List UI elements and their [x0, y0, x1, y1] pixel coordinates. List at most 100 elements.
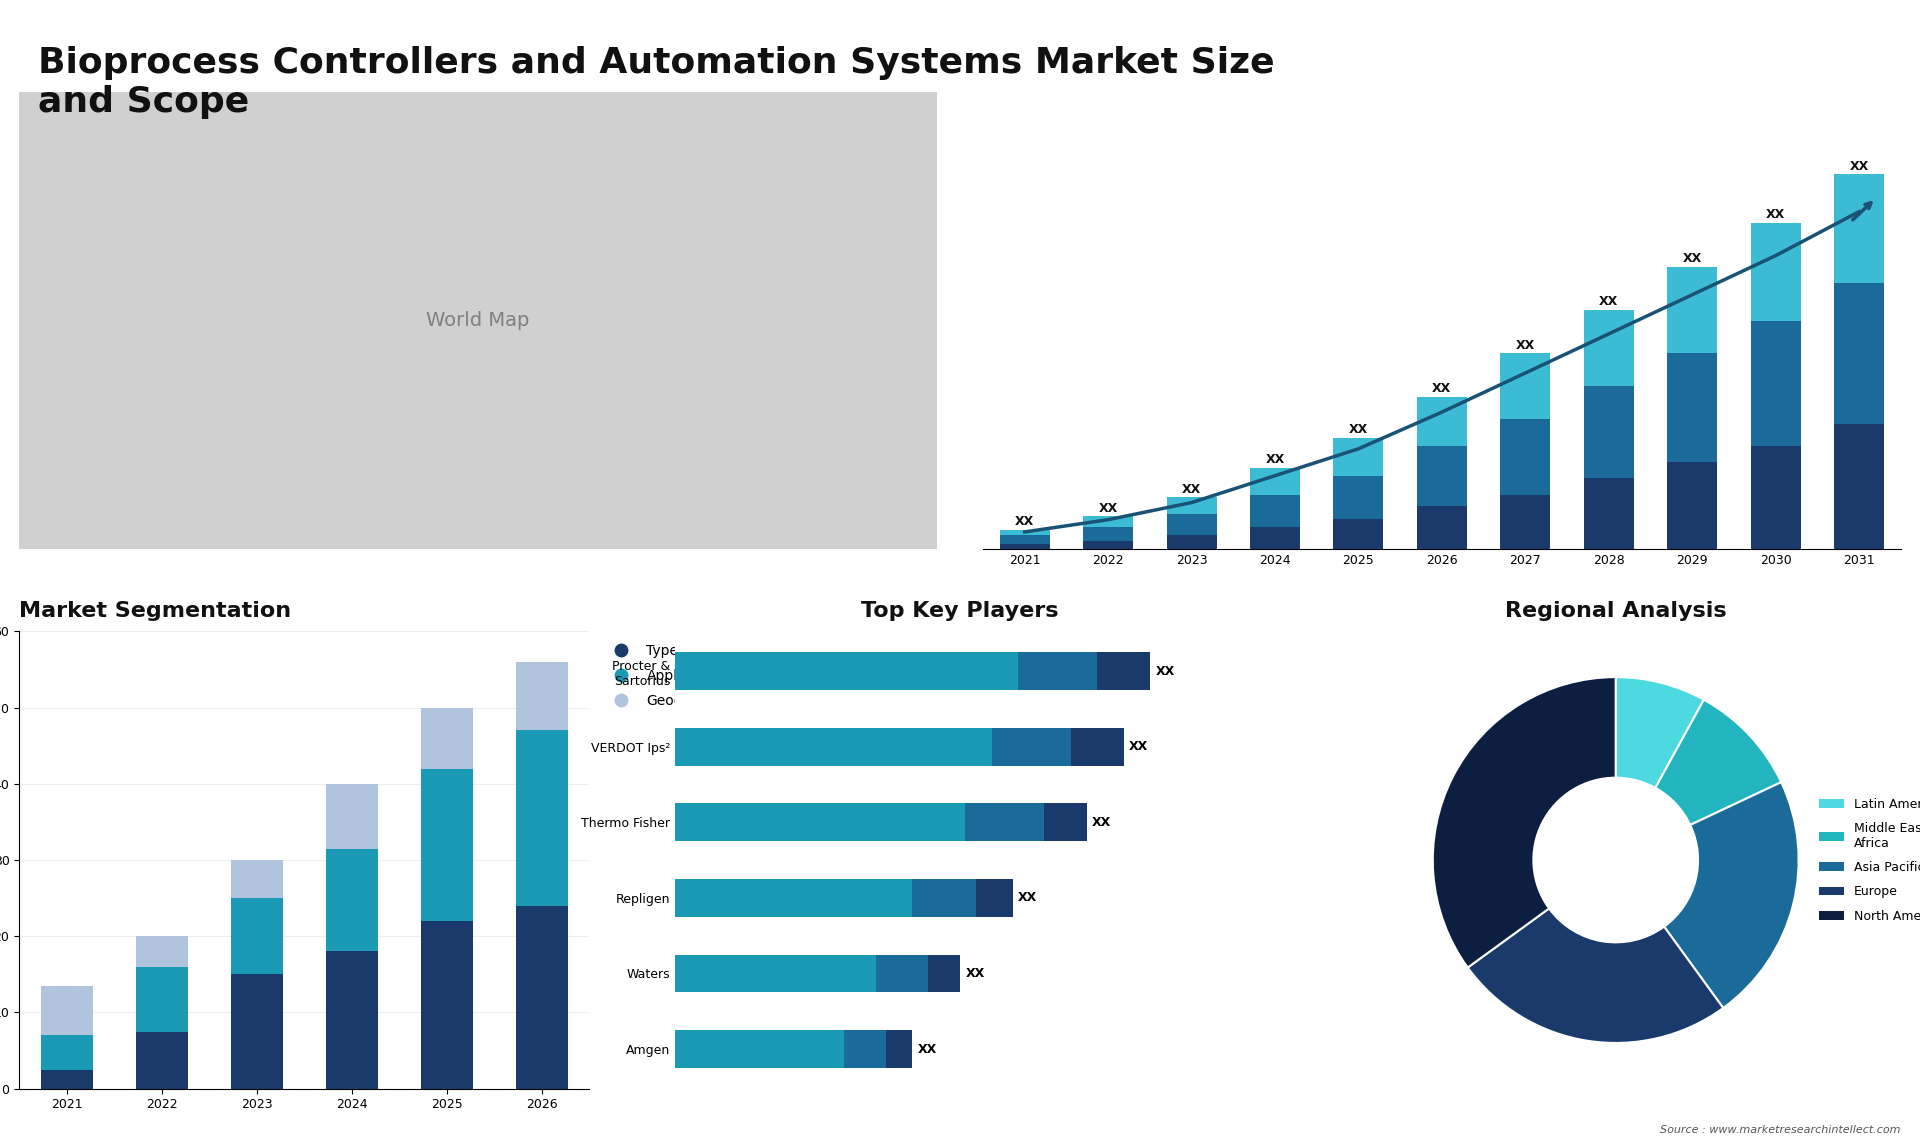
Text: XX: XX: [1129, 740, 1148, 753]
Bar: [1834, 283, 1884, 424]
Bar: [1751, 446, 1801, 549]
Text: XX: XX: [1350, 423, 1369, 435]
Bar: [1096, 652, 1150, 690]
Text: XX: XX: [1018, 892, 1037, 904]
Bar: [845, 1030, 887, 1068]
Text: XX: XX: [1016, 516, 1035, 528]
Wedge shape: [1665, 782, 1799, 1008]
Bar: [912, 879, 975, 917]
Bar: [516, 662, 568, 730]
Bar: [1250, 468, 1300, 495]
Bar: [326, 951, 378, 1089]
Bar: [230, 974, 282, 1089]
Bar: [1083, 541, 1133, 549]
Text: Source : www.marketresearchintellect.com: Source : www.marketresearchintellect.com: [1661, 1124, 1901, 1135]
Text: MARKET
RESEARCH
INTELLECT: MARKET RESEARCH INTELLECT: [1716, 94, 1778, 131]
Text: Market Segmentation: Market Segmentation: [19, 602, 292, 621]
Bar: [1332, 476, 1384, 519]
Text: XX: XX: [1156, 665, 1175, 677]
Bar: [1751, 223, 1801, 321]
Text: XX: XX: [918, 1043, 937, 1055]
Bar: [1417, 446, 1467, 505]
Bar: [1417, 397, 1467, 446]
Bar: [1332, 519, 1384, 549]
Bar: [676, 803, 966, 841]
Text: XX: XX: [1183, 482, 1202, 496]
Bar: [676, 728, 991, 766]
Bar: [420, 707, 472, 769]
Text: XX: XX: [1849, 159, 1868, 173]
Bar: [1667, 353, 1716, 462]
Bar: [966, 803, 1044, 841]
Bar: [676, 1030, 845, 1068]
Bar: [1751, 321, 1801, 446]
Bar: [1250, 495, 1300, 527]
Bar: [1044, 803, 1087, 841]
Bar: [1417, 505, 1467, 549]
Text: Bioprocess Controllers and Automation Systems Market Size
and Scope: Bioprocess Controllers and Automation Sy…: [38, 46, 1275, 119]
Bar: [676, 955, 876, 992]
Bar: [516, 905, 568, 1089]
Bar: [1018, 652, 1096, 690]
Bar: [1167, 535, 1217, 549]
Bar: [1584, 478, 1634, 549]
Bar: [1167, 513, 1217, 535]
Bar: [1250, 527, 1300, 549]
Bar: [991, 728, 1071, 766]
Title: Top Key Players: Top Key Players: [862, 602, 1058, 621]
Bar: [676, 879, 912, 917]
Bar: [516, 730, 568, 905]
Bar: [420, 769, 472, 921]
Legend: Type, Application, Geography: Type, Application, Geography: [603, 638, 730, 714]
Bar: [1000, 529, 1050, 535]
Bar: [420, 921, 472, 1089]
Bar: [1834, 174, 1884, 283]
Bar: [230, 860, 282, 898]
Text: XX: XX: [966, 967, 985, 980]
Bar: [1332, 438, 1384, 476]
Bar: [40, 986, 92, 1035]
Bar: [1500, 418, 1549, 495]
Bar: [887, 1030, 912, 1068]
Bar: [136, 1031, 188, 1089]
Bar: [1667, 462, 1716, 549]
Wedge shape: [1467, 909, 1724, 1043]
Wedge shape: [1617, 677, 1703, 788]
Bar: [40, 1035, 92, 1069]
Bar: [1500, 353, 1549, 418]
Bar: [1834, 424, 1884, 549]
Text: XX: XX: [1098, 502, 1117, 515]
Text: World Map: World Map: [426, 311, 530, 330]
Wedge shape: [1432, 677, 1617, 967]
Text: XX: XX: [1682, 252, 1701, 265]
Bar: [1167, 497, 1217, 513]
Bar: [1667, 267, 1716, 353]
Bar: [1584, 309, 1634, 386]
Title: Regional Analysis: Regional Analysis: [1505, 602, 1726, 621]
Wedge shape: [1655, 700, 1782, 825]
Bar: [1071, 728, 1123, 766]
Bar: [876, 955, 929, 992]
Bar: [1000, 535, 1050, 543]
Bar: [1500, 495, 1549, 549]
Text: XX: XX: [1265, 453, 1284, 466]
Text: XX: XX: [1599, 296, 1619, 308]
Bar: [1083, 517, 1133, 527]
Text: XX: XX: [1515, 339, 1534, 352]
Bar: [136, 967, 188, 1031]
Bar: [40, 1069, 92, 1089]
Bar: [136, 936, 188, 967]
Bar: [326, 784, 378, 848]
Bar: [1000, 543, 1050, 549]
Text: XX: XX: [1432, 383, 1452, 395]
Bar: [975, 879, 1012, 917]
Bar: [230, 898, 282, 974]
Text: XX: XX: [1766, 209, 1786, 221]
Bar: [326, 848, 378, 951]
Bar: [1584, 386, 1634, 478]
Text: XX: XX: [1092, 816, 1112, 829]
Bar: [929, 955, 960, 992]
Bar: [676, 652, 1018, 690]
Bar: [1083, 527, 1133, 541]
Legend: Latin America, Middle East &
Africa, Asia Pacific, Europe, North America: Latin America, Middle East & Africa, Asi…: [1814, 793, 1920, 927]
